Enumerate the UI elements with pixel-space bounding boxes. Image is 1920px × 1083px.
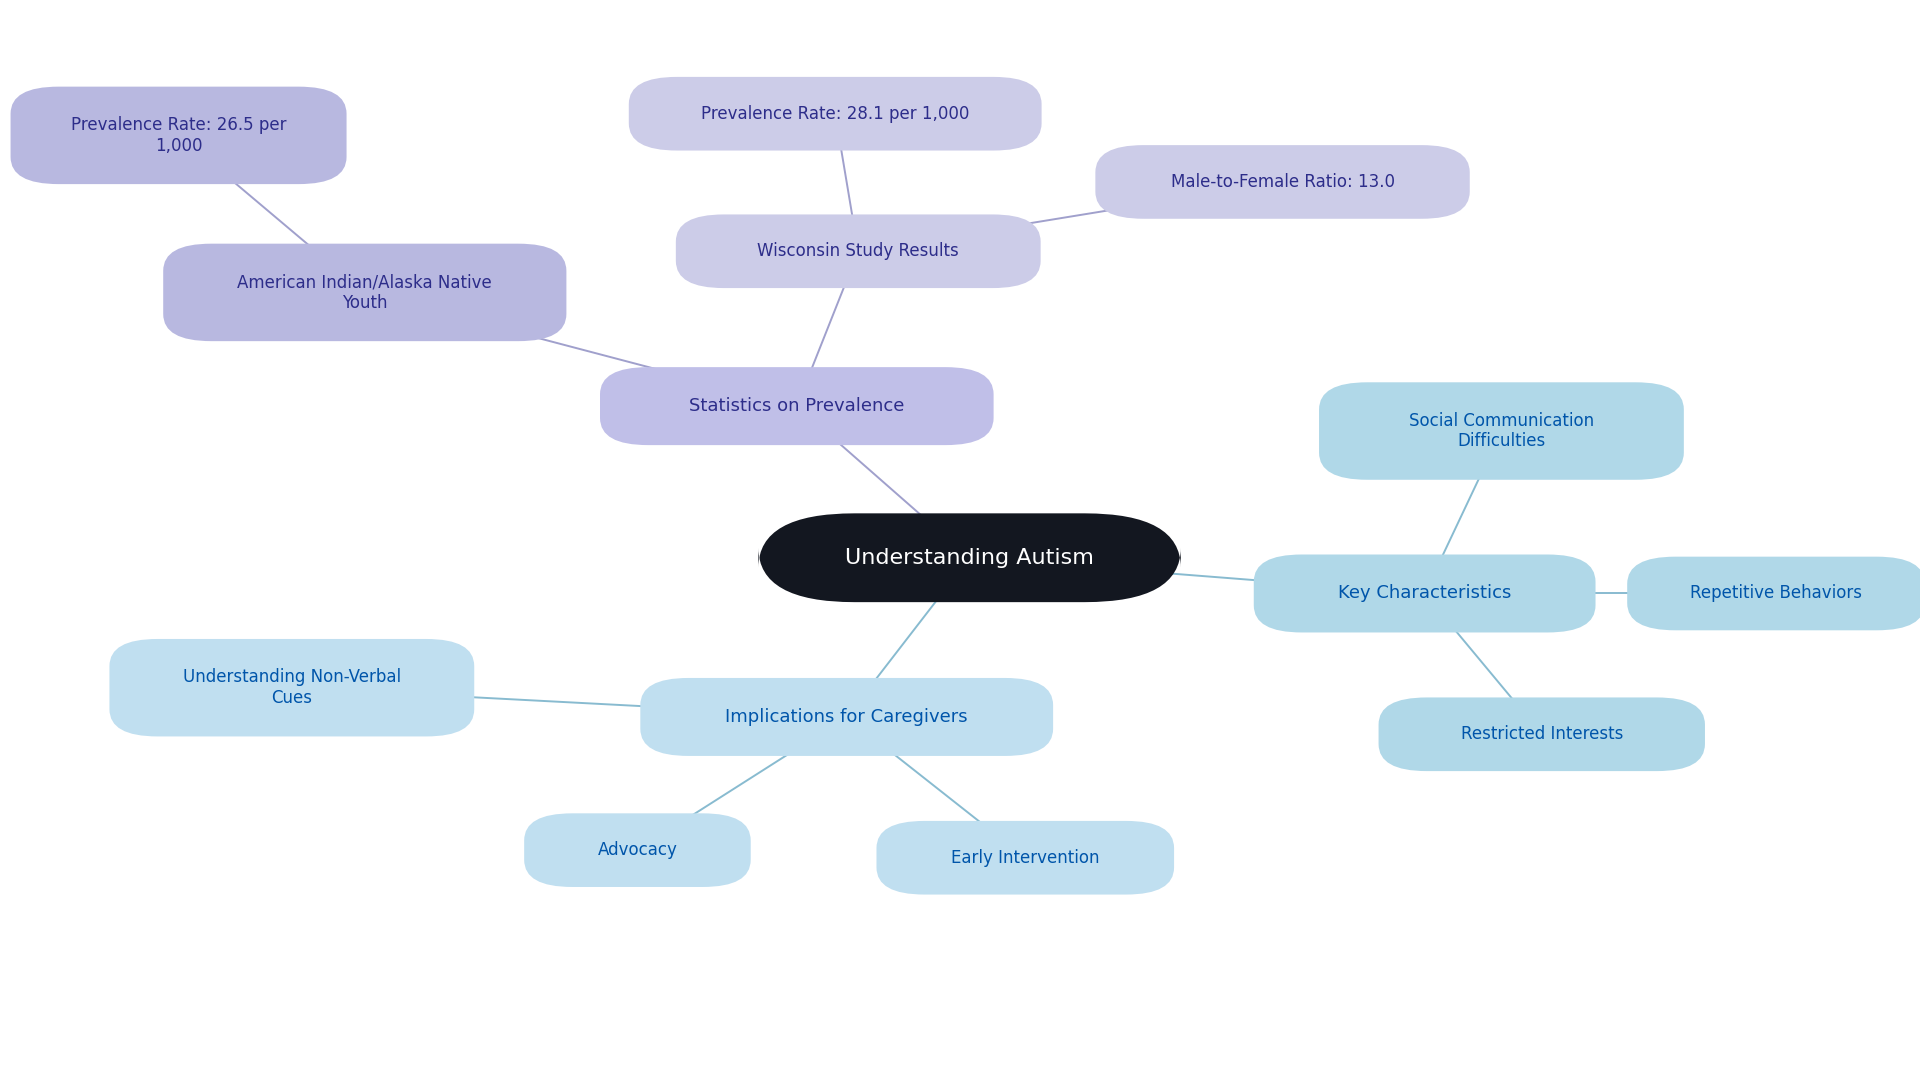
Text: Male-to-Female Ratio: 13.0: Male-to-Female Ratio: 13.0	[1171, 173, 1394, 191]
Text: Understanding Autism: Understanding Autism	[845, 548, 1094, 567]
Text: Prevalence Rate: 26.5 per
1,000: Prevalence Rate: 26.5 per 1,000	[71, 116, 286, 155]
FancyBboxPatch shape	[876, 821, 1175, 895]
FancyBboxPatch shape	[630, 77, 1041, 151]
Text: Implications for Caregivers: Implications for Caregivers	[726, 708, 968, 726]
FancyBboxPatch shape	[524, 813, 751, 887]
FancyBboxPatch shape	[758, 513, 1181, 602]
FancyBboxPatch shape	[599, 367, 995, 445]
FancyBboxPatch shape	[1254, 554, 1596, 632]
FancyBboxPatch shape	[1319, 382, 1684, 480]
Text: Wisconsin Study Results: Wisconsin Study Results	[756, 243, 960, 260]
Text: Key Characteristics: Key Characteristics	[1338, 585, 1511, 602]
FancyBboxPatch shape	[1379, 697, 1705, 771]
FancyBboxPatch shape	[1094, 145, 1471, 219]
FancyBboxPatch shape	[12, 87, 346, 184]
FancyBboxPatch shape	[1628, 557, 1920, 630]
Text: Statistics on Prevalence: Statistics on Prevalence	[689, 397, 904, 415]
FancyBboxPatch shape	[641, 678, 1052, 756]
FancyBboxPatch shape	[109, 639, 474, 736]
FancyBboxPatch shape	[676, 214, 1041, 288]
Text: Early Intervention: Early Intervention	[950, 849, 1100, 866]
Text: American Indian/Alaska Native
Youth: American Indian/Alaska Native Youth	[238, 273, 492, 312]
FancyBboxPatch shape	[163, 244, 566, 341]
Text: Understanding Non-Verbal
Cues: Understanding Non-Verbal Cues	[182, 668, 401, 707]
Text: Prevalence Rate: 28.1 per 1,000: Prevalence Rate: 28.1 per 1,000	[701, 105, 970, 122]
Text: Social Communication
Difficulties: Social Communication Difficulties	[1409, 412, 1594, 451]
Text: Advocacy: Advocacy	[597, 841, 678, 859]
Text: Repetitive Behaviors: Repetitive Behaviors	[1690, 585, 1862, 602]
Text: Restricted Interests: Restricted Interests	[1461, 726, 1622, 743]
